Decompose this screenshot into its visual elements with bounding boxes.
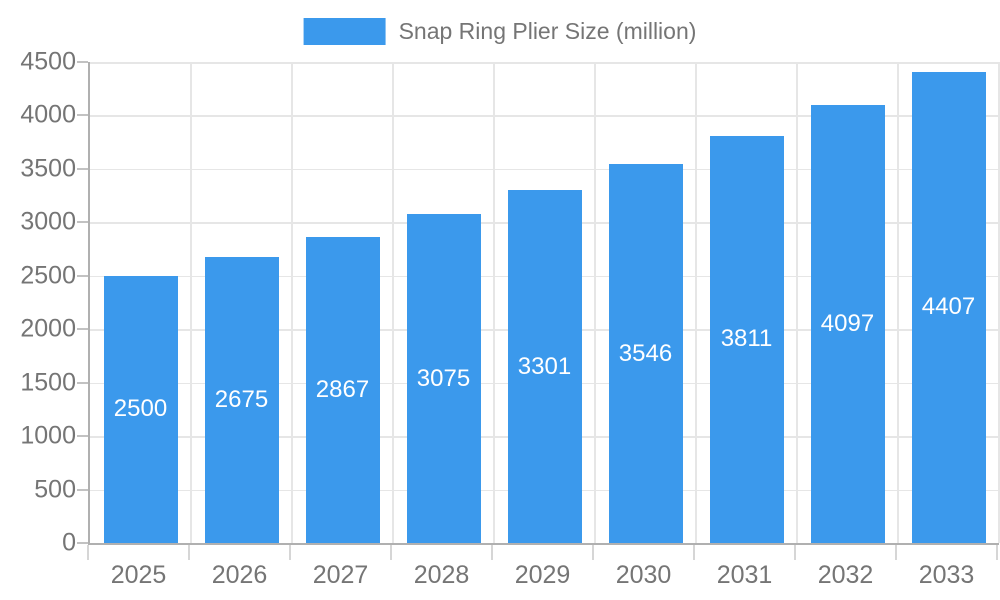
x-tick-label-2028: 2028	[413, 561, 470, 589]
gridline-x-2	[291, 62, 293, 543]
y-axis-tick-4000	[77, 114, 88, 117]
gridline-x-7	[796, 62, 798, 543]
bar-2025[interactable]: 2500	[103, 275, 178, 543]
gridline-y-4000	[90, 115, 999, 117]
bar-value-label-2031: 3811	[720, 325, 773, 353]
x-axis-tick-8	[895, 545, 897, 560]
y-axis-tick-1500	[77, 381, 88, 384]
gridline-y-4500	[90, 62, 999, 64]
x-axis-tick-6	[693, 545, 695, 560]
y-tick-label-3000: 3000	[20, 207, 76, 236]
y-axis-tick-2500	[77, 274, 88, 277]
bar-2033[interactable]: 4407	[911, 71, 986, 543]
x-tick-label-2025: 2025	[110, 561, 167, 589]
y-axis-tick-3500	[77, 167, 88, 170]
legend-swatch-icon	[303, 17, 386, 45]
gridline-x-3	[392, 62, 394, 543]
bar-value-label-2029: 3301	[517, 352, 572, 380]
y-axis-tick-1000	[77, 435, 88, 438]
x-axis-tick-7	[794, 545, 796, 560]
bar-2030[interactable]: 3546	[608, 163, 683, 543]
bar-2028[interactable]: 3075	[406, 214, 481, 543]
y-tick-label-1000: 1000	[20, 421, 76, 450]
bar-2027[interactable]: 2867	[305, 236, 380, 543]
x-axis-tick-1	[188, 545, 190, 560]
gridline-x-1	[190, 62, 192, 543]
x-tick-label-2033: 2033	[918, 561, 975, 589]
x-axis-tick-0	[87, 545, 89, 560]
gridline-x-8	[897, 62, 899, 543]
x-axis-tick-2	[289, 545, 291, 560]
gridline-x-4	[493, 62, 495, 543]
bar-value-label-2027: 2867	[315, 375, 370, 403]
x-axis-tick-5	[592, 545, 594, 560]
y-tick-label-1500: 1500	[20, 368, 76, 397]
gridline-x-9	[998, 62, 1000, 543]
plot-area: 2500 2675 2867 3075 3301 3546 3811 4097 4407	[88, 62, 1000, 545]
y-tick-label-2500: 2500	[20, 261, 76, 290]
legend-item[interactable]: Snap Ring Plier Size (million)	[303, 17, 697, 45]
y-tick-label-0: 0	[62, 528, 76, 557]
x-axis-tick-3	[390, 545, 392, 560]
bar-2026[interactable]: 2675	[204, 257, 279, 543]
x-axis-tick-4	[491, 545, 493, 560]
y-axis-tick-4500	[77, 61, 88, 63]
x-axis-tick-9	[996, 545, 998, 560]
bar-value-label-2026: 2675	[214, 386, 269, 414]
y-axis-tick-2000	[77, 328, 88, 331]
x-tick-label-2032: 2032	[817, 561, 874, 589]
y-tick-label-500: 500	[34, 475, 76, 504]
bar-value-label-2030: 3546	[618, 339, 673, 367]
y-tick-label-2000: 2000	[20, 314, 76, 343]
bar-value-label-2028: 3075	[416, 364, 471, 392]
gridline-x-6	[695, 62, 697, 543]
bar-2032[interactable]: 4097	[810, 105, 885, 543]
y-tick-label-4000: 4000	[20, 100, 76, 129]
bar-value-label-2033: 4407	[921, 293, 976, 321]
bar-value-label-2025: 2500	[113, 395, 168, 423]
y-tick-label-4500: 4500	[20, 47, 76, 76]
x-tick-label-2026: 2026	[211, 561, 268, 589]
x-tick-label-2029: 2029	[514, 561, 571, 589]
y-tick-label-3500: 3500	[20, 154, 76, 183]
gridline-x-5	[594, 62, 596, 543]
x-tick-label-2027: 2027	[312, 561, 369, 589]
x-tick-label-2030: 2030	[615, 561, 672, 589]
legend: Snap Ring Plier Size (million)	[303, 16, 697, 46]
legend-label: Snap Ring Plier Size (million)	[398, 17, 697, 44]
bar-2029[interactable]: 3301	[507, 190, 582, 543]
bar-2031[interactable]: 3811	[709, 135, 784, 543]
y-axis-tick-0	[77, 542, 88, 544]
x-tick-label-2031: 2031	[716, 561, 773, 589]
gridline-y-3500	[90, 168, 999, 171]
y-axis-tick-3000	[77, 221, 88, 224]
bar-value-label-2032: 4097	[820, 310, 875, 338]
y-axis-tick-500	[77, 488, 88, 491]
